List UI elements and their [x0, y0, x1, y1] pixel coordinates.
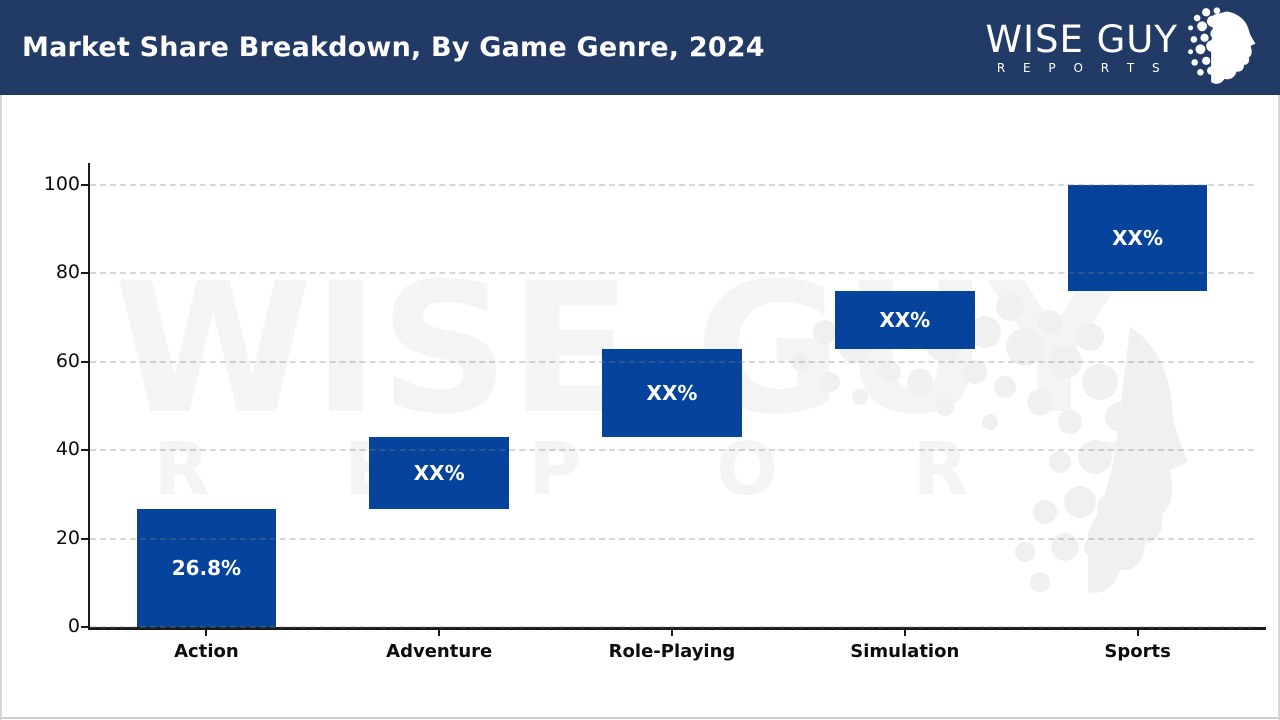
y-tick — [81, 537, 88, 540]
plot-area: 0 20 40 60 80 100 Action Adventure Role-Playing S… — [44, 163, 1266, 662]
x-tick — [1136, 630, 1139, 636]
gridline — [90, 537, 1254, 540]
bar-value-label: XX% — [1112, 226, 1164, 251]
logo-subtitle: R E P O R T S — [996, 61, 1167, 75]
bar-value-label: XX% — [646, 380, 698, 405]
x-tick-label: Simulation — [850, 641, 960, 662]
bottom-border — [2, 717, 1280, 719]
x-tick-label: Action — [174, 641, 239, 662]
bar-value-label: 26.8% — [171, 555, 242, 580]
y-tick — [81, 626, 88, 628]
wiseguy-logo: WISE GUY R E P O R T S — [986, 6, 1258, 90]
y-tick — [81, 360, 88, 363]
gridline — [90, 184, 1254, 187]
gridline — [90, 272, 1254, 275]
gridline — [90, 626, 1254, 628]
bar-segment: XX% — [369, 436, 510, 509]
bar-segment: XX% — [602, 348, 742, 437]
y-tick — [81, 184, 88, 187]
x-tick — [205, 630, 208, 636]
y-tick — [81, 272, 88, 275]
x-tick — [438, 630, 441, 636]
y-tick-label: 20 — [55, 526, 80, 549]
y-tick-label: 0 — [67, 615, 80, 637]
y-tick — [81, 449, 88, 452]
gridline — [90, 449, 1254, 452]
bar-segment: 26.8% — [136, 508, 277, 627]
logo-text: WISE GUY R E P O R T S — [986, 21, 1178, 74]
header-bar: Market Share Breakdown, By Game Genre, 2… — [0, 0, 1280, 95]
x-tick-label: Adventure — [386, 641, 493, 662]
y-tick-label: 40 — [55, 438, 80, 461]
page-title: Market Share Breakdown, By Game Genre, 2… — [22, 32, 765, 63]
bar-segment: XX% — [834, 291, 975, 349]
x-tick-label: Sports — [1104, 641, 1171, 662]
gridline — [90, 360, 1254, 363]
bar-segment: XX% — [1067, 185, 1208, 292]
x-tick — [903, 630, 906, 636]
logo-wordmark: WISE GUY — [985, 18, 1178, 61]
bar-value-label: XX% — [413, 460, 465, 485]
y-tick-label: 80 — [55, 261, 80, 284]
wiseguy-head-icon — [1184, 6, 1258, 90]
y-tick-label: 100 — [43, 173, 80, 196]
x-tick-label: Role-Playing — [608, 641, 736, 662]
x-axis-line — [88, 627, 1266, 630]
y-tick-label: 60 — [55, 349, 80, 372]
x-tick — [671, 630, 673, 636]
y-axis-line — [88, 163, 90, 630]
bar-value-label: XX% — [879, 307, 931, 332]
